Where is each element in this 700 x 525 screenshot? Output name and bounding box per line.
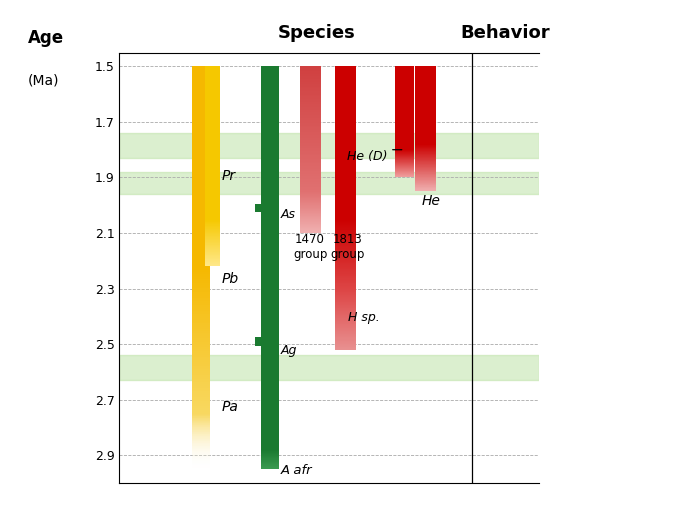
Text: Pr: Pr bbox=[222, 169, 236, 183]
Text: Ag: Ag bbox=[281, 344, 297, 357]
Text: H sp.: H sp. bbox=[348, 311, 379, 324]
Text: He (D): He (D) bbox=[347, 150, 388, 163]
Bar bbox=[204, 66, 220, 219]
Bar bbox=[119, 355, 539, 380]
Text: (Ma): (Ma) bbox=[28, 74, 60, 88]
Bar bbox=[119, 172, 539, 194]
Text: Pa: Pa bbox=[222, 400, 239, 414]
Text: Pb: Pb bbox=[222, 272, 239, 286]
Text: A afr: A afr bbox=[281, 464, 312, 477]
Bar bbox=[255, 204, 269, 212]
Text: 1813
group: 1813 group bbox=[330, 233, 365, 261]
Bar bbox=[415, 66, 436, 144]
Text: Age: Age bbox=[28, 29, 64, 47]
Bar bbox=[255, 337, 269, 345]
Text: As: As bbox=[281, 208, 295, 221]
Text: Species: Species bbox=[277, 24, 356, 42]
Text: Behavior: Behavior bbox=[461, 24, 550, 42]
Text: 1470
group: 1470 group bbox=[293, 233, 328, 261]
Bar bbox=[119, 133, 539, 158]
Bar bbox=[335, 66, 356, 219]
Text: He: He bbox=[421, 194, 440, 208]
Bar bbox=[395, 66, 414, 150]
Bar bbox=[192, 66, 210, 266]
Bar bbox=[261, 66, 279, 455]
